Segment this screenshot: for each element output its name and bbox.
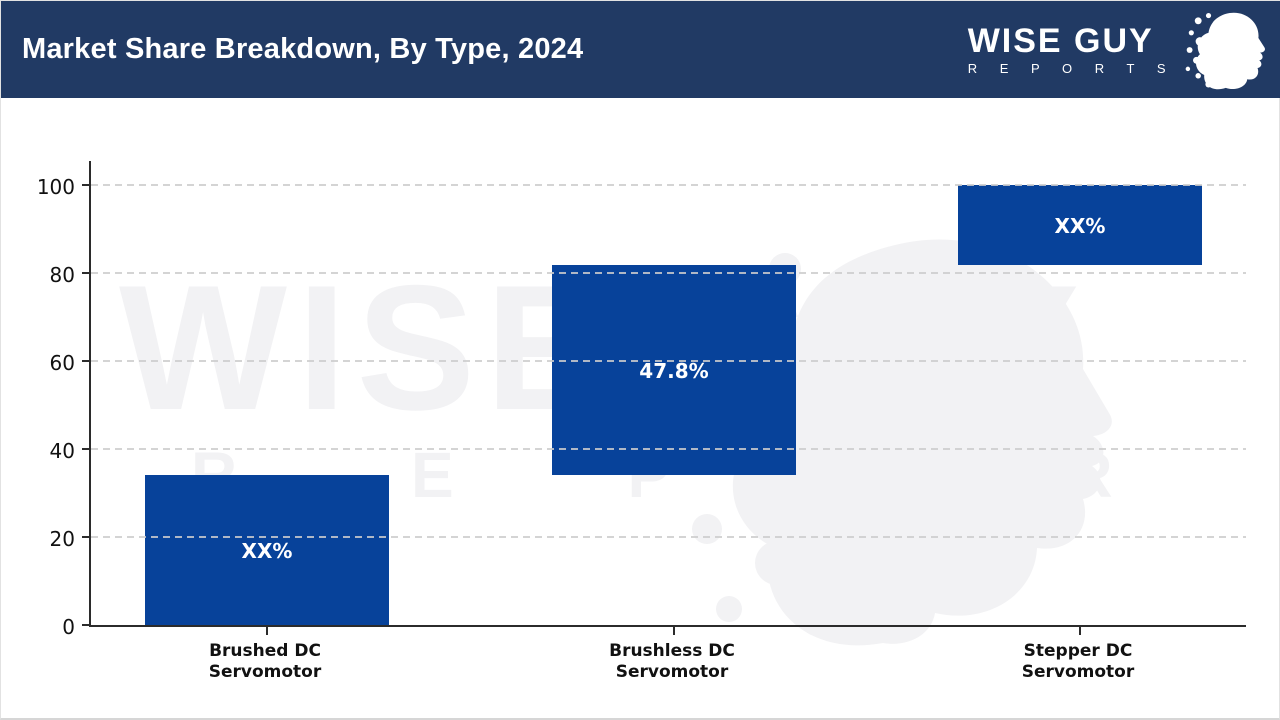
brand-subtitle: R E P O R T S xyxy=(967,60,1175,76)
y-tick-mark-0 xyxy=(82,624,90,626)
bar-value-label-2: XX% xyxy=(1054,214,1106,239)
plot-area: XX% 47.8% XX% xyxy=(82,161,1246,635)
y-axis-labels: 0 20 40 60 80 100 xyxy=(1,161,75,639)
x-category-label-1: Brushless DC Servomotor xyxy=(609,641,735,682)
y-tick-mark-60 xyxy=(82,360,90,362)
gridline-40 xyxy=(91,448,1246,450)
x-category-label-2: Stepper DC Servomotor xyxy=(1021,641,1135,682)
brand-name: WISE GUY xyxy=(967,21,1154,60)
gridline-100 xyxy=(91,184,1246,186)
y-tick-mark-100 xyxy=(82,184,90,186)
bar-value-label-0: XX% xyxy=(241,539,293,564)
y-tick-label-40: 40 xyxy=(49,439,75,463)
y-tick-mark-40 xyxy=(82,448,90,450)
brand-logo: WISE GUY R E P O R T S xyxy=(968,8,1280,92)
y-tick-mark-20 xyxy=(82,536,90,538)
brand-logo-text: WISE GUY R E P O R T S xyxy=(968,23,1175,77)
bar-segment-1 xyxy=(552,265,796,476)
header-bar: Market Share Breakdown, By Type, 2024 WI… xyxy=(1,1,1280,98)
x-tick-mark-2 xyxy=(1079,626,1081,635)
gridline-80 xyxy=(91,272,1246,274)
gridline-60 xyxy=(91,360,1246,362)
bar-segment-2 xyxy=(958,185,1202,266)
gridline-20 xyxy=(91,536,1246,538)
x-tick-mark-1 xyxy=(673,626,675,635)
x-tick-mark-0 xyxy=(266,626,268,635)
y-tick-label-20: 20 xyxy=(49,527,75,551)
bar-segment-0 xyxy=(145,475,389,625)
bar-value-label-1: 47.8% xyxy=(639,359,709,384)
y-tick-mark-80 xyxy=(82,272,90,274)
y-tick-label-0: 0 xyxy=(62,615,75,639)
y-tick-label-60: 60 xyxy=(49,351,75,375)
y-tick-label-80: 80 xyxy=(49,263,75,287)
x-category-label-0: Brushed DC Servomotor xyxy=(208,641,322,682)
watermark-face-profile-dots-icon xyxy=(683,239,1112,646)
face-profile-dots-icon xyxy=(1185,12,1265,89)
y-tick-label-100: 100 xyxy=(36,175,75,199)
page-title: Market Share Breakdown, By Type, 2024 xyxy=(22,33,584,65)
